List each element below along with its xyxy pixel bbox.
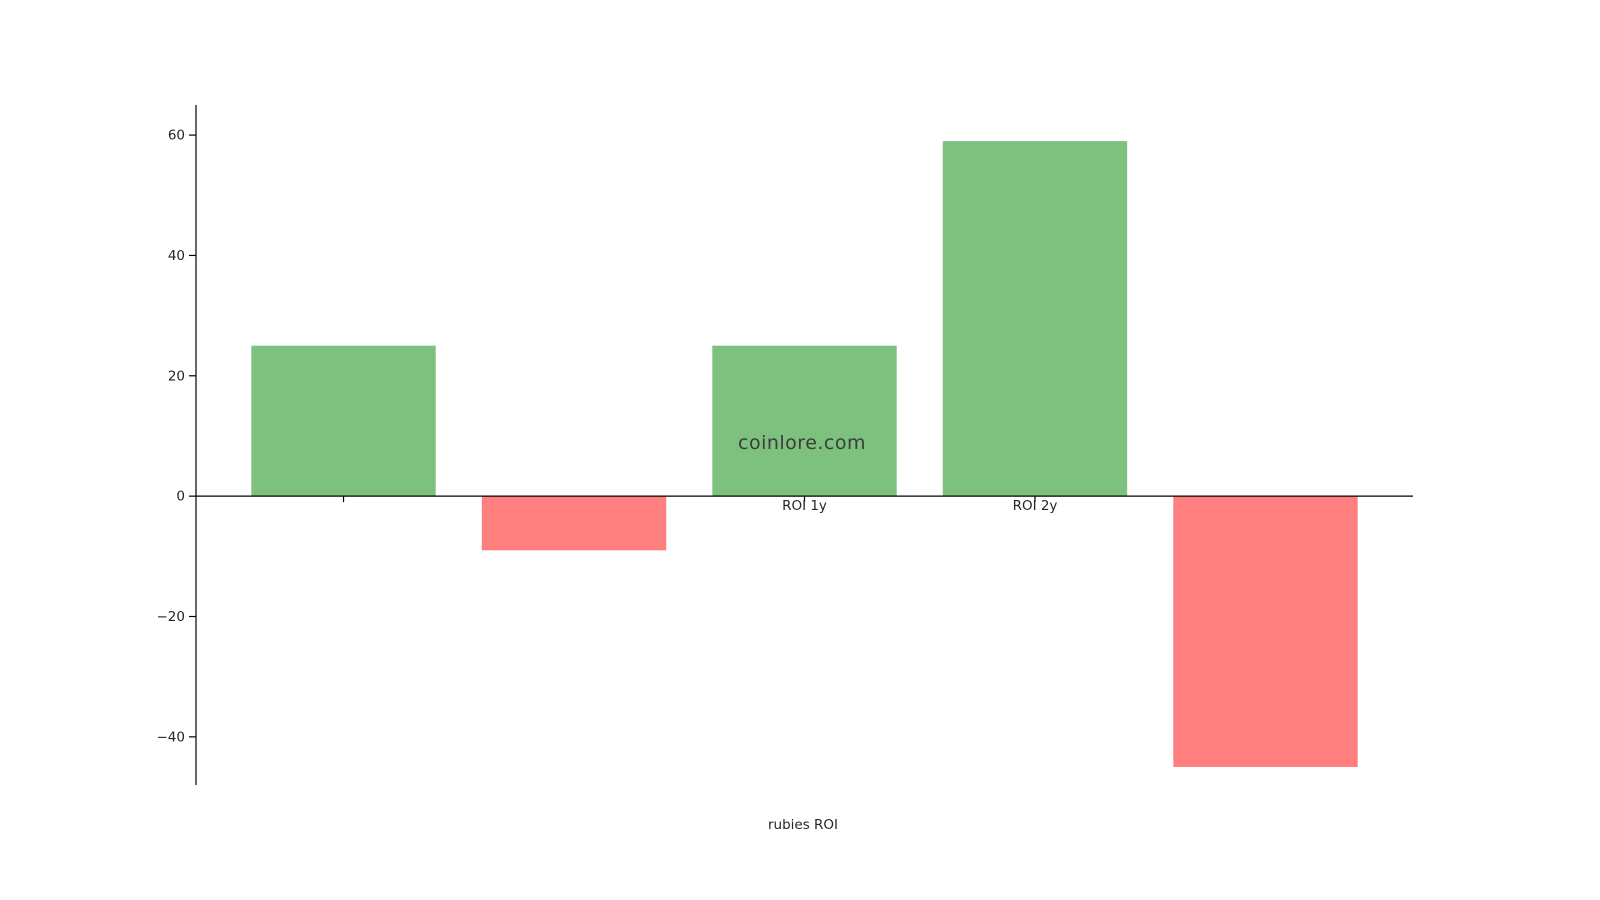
x-tick-label: ROI 2y [1013, 498, 1058, 514]
y-tick-label: 60 [168, 128, 185, 144]
y-tick-label: 0 [176, 489, 185, 505]
bar [942, 141, 1128, 497]
x-tick-label: ROI 1y [782, 498, 827, 514]
bar [481, 496, 667, 551]
y-tick-label: 20 [168, 368, 185, 384]
bar [1173, 496, 1358, 767]
y-tick-label: −20 [157, 609, 186, 625]
y-tick-label: −40 [157, 729, 186, 745]
x-axis-title: rubies ROI [767, 817, 839, 833]
watermark: coinlore.com [738, 432, 866, 454]
bar [251, 345, 436, 497]
y-tick-label: 40 [168, 248, 185, 264]
bar [712, 345, 897, 497]
